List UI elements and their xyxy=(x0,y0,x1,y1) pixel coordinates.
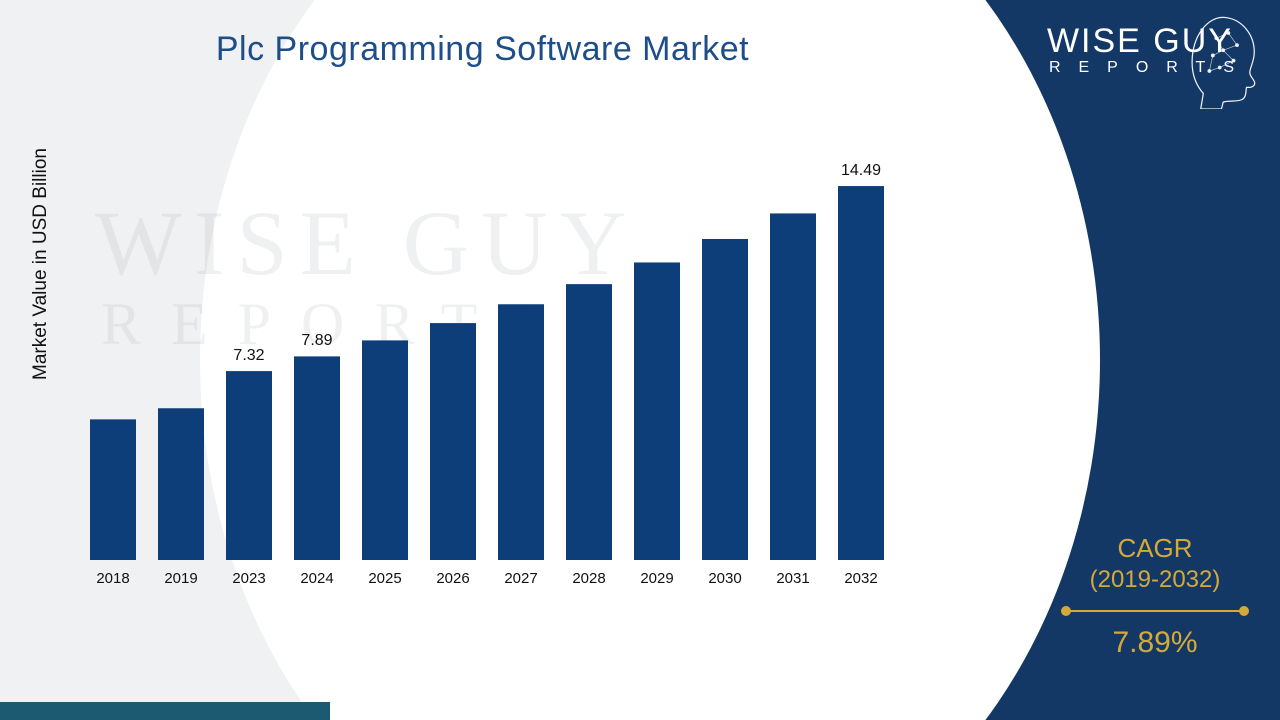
bar-2023 xyxy=(226,371,272,560)
x-tick-2029: 2029 xyxy=(632,570,682,587)
x-tick-2030: 2030 xyxy=(700,570,750,587)
plot-area xyxy=(90,160,890,560)
x-tick-2028: 2028 xyxy=(564,570,614,587)
y-axis-label: Market Value in USD Billion xyxy=(30,148,52,380)
cagr-box: CAGR (2019-2032) 7.89% xyxy=(1030,533,1280,660)
brand-line1: WISE GUY xyxy=(1047,22,1252,61)
bar-2027 xyxy=(498,304,544,560)
value-label-2032: 14.49 xyxy=(831,162,891,180)
bar-2032 xyxy=(838,186,884,560)
x-tick-2024: 2024 xyxy=(292,570,342,587)
canvas: WISE GUY REPORTS Plc Programming Softwar… xyxy=(0,0,1280,720)
cagr-divider xyxy=(1066,610,1244,612)
x-tick-2032: 2032 xyxy=(836,570,886,587)
x-tick-2026: 2026 xyxy=(428,570,478,587)
x-tick-2018: 2018 xyxy=(88,570,138,587)
brand-line2: REPORTS xyxy=(1049,59,1252,77)
chart-title: Plc Programming Software Market xyxy=(0,30,965,69)
cagr-value: 7.89% xyxy=(1030,626,1280,660)
bar-2026 xyxy=(430,323,476,560)
value-label-2024: 7.89 xyxy=(287,332,347,350)
bottom-accent-strip xyxy=(0,702,330,720)
x-tick-2023: 2023 xyxy=(224,570,274,587)
bar-2031 xyxy=(770,213,816,560)
cagr-label: CAGR xyxy=(1030,533,1280,564)
bar-2018 xyxy=(90,419,136,560)
bar-2024 xyxy=(294,356,340,560)
bar-2019 xyxy=(158,408,204,560)
x-tick-2027: 2027 xyxy=(496,570,546,587)
bar-chart-svg xyxy=(90,160,890,560)
bar-2028 xyxy=(566,284,612,560)
bar-2029 xyxy=(634,262,680,560)
bar-2030 xyxy=(702,239,748,560)
brand-logo: WISE GUY REPORTS xyxy=(1047,22,1252,77)
value-label-2023: 7.32 xyxy=(219,347,279,365)
bar-2025 xyxy=(362,340,408,560)
cagr-range: (2019-2032) xyxy=(1030,566,1280,594)
x-tick-2031: 2031 xyxy=(768,570,818,587)
chart-region: WISE GUY REPORTS Plc Programming Softwar… xyxy=(0,0,965,720)
x-tick-2019: 2019 xyxy=(156,570,206,587)
x-tick-2025: 2025 xyxy=(360,570,410,587)
